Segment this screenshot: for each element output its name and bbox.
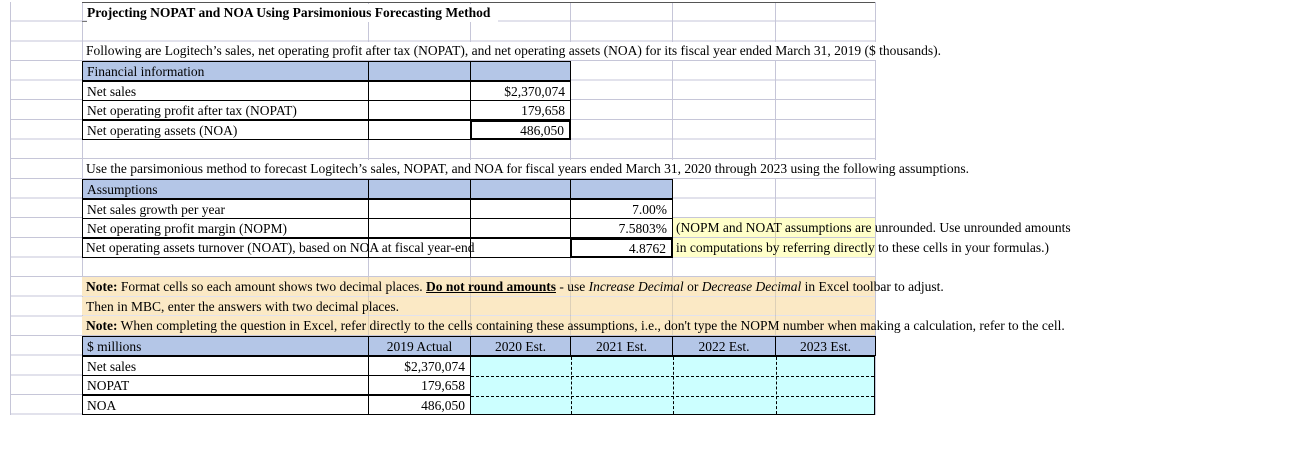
cell-divider [368,316,369,335]
sheet-title: Projecting NOPAT and NOA Using Parsimoni… [87,3,499,22]
est-cell-nopat-2020[interactable] [471,376,572,395]
side-note-line2: in computations by referring directly to… [676,239,1050,255]
instruction-text: Use the parsimonious method to forecast … [86,160,977,179]
dashed-divider [673,356,674,414]
note-row-highlight [82,316,875,335]
cell-divider [368,277,369,296]
note-mbc: Then in MBC, enter the answers with two … [86,298,400,314]
forecast-header-2020-est[interactable]: 2020 Est. [470,336,571,357]
cell-divider [672,316,673,335]
cell-noa-label[interactable]: Net operating assets (NOA) [82,119,369,140]
forecast-input-area [470,355,877,415]
cell-spacer[interactable] [470,218,571,239]
side-note-line1: (NOPM and NOAT assumptions are unrounded… [676,220,1071,236]
cell-sales-growth-value[interactable]: 7.00% [570,198,673,219]
side-note-highlight-2 [672,238,875,257]
cell-divider [570,296,571,316]
forecast-nopat-actual[interactable]: 179,658 [368,375,471,396]
est-cell-noa-2022[interactable] [673,396,774,415]
cell-divider [368,296,369,316]
dashed-divider [471,376,874,378]
cell-divider [470,277,471,296]
est-cell-noa-2020[interactable] [471,396,572,415]
cell-spacer[interactable] [368,198,471,219]
cell-noat-value[interactable]: 4.8762 [570,237,673,258]
forecast-noa-actual[interactable]: 486,050 [368,395,471,415]
cell-divider [470,296,471,316]
side-note-highlight-1 [672,218,875,237]
cell-divider [775,296,776,316]
forecast-header-2023-est[interactable]: 2023 Est. [775,336,876,357]
forecast-net-sales-actual[interactable]: $2,370,074 [368,355,471,376]
cell-divider [775,277,776,296]
note-refer-cells: Note: When completing the question in Ex… [86,318,1065,334]
forecast-header-2021-est[interactable]: 2021 Est. [570,336,673,357]
assumptions-header-spacer2[interactable] [470,178,571,199]
cell-spacer[interactable] [368,80,471,101]
cell-divider [570,316,571,335]
est-cell-nopat-2022[interactable] [673,376,774,395]
assumptions-header[interactable]: Assumptions [82,178,369,199]
cell-spacer[interactable] [470,237,571,258]
note-row-highlight [82,277,875,296]
cell-divider [570,277,571,296]
gridline-vertical [775,2,776,415]
forecast-header-2022-est[interactable]: 2022 Est. [672,336,776,357]
cell-divider [775,218,776,237]
gridline-vertical [10,2,11,415]
est-cell-noa-2023[interactable] [776,396,877,415]
cell-net-sales-value[interactable]: $2,370,074 [470,80,571,101]
cell-sales-growth-label[interactable]: Net sales growth per year [82,198,369,219]
note-format-decimals: Note: Format cells so each amount shows … [86,279,944,295]
forecast-noa-label[interactable]: NOA [82,395,369,415]
est-cell-nopat-2021[interactable] [571,376,672,395]
cell-noa-value[interactable]: 486,050 [470,119,571,140]
cell-nopat-label[interactable]: Net operating profit after tax (NOPAT) [82,100,369,121]
est-cell-noa-2021[interactable] [571,396,672,415]
cell-spacer[interactable] [368,119,471,140]
dashed-divider [571,356,572,414]
cell-nopm-value[interactable]: 7.5803% [570,218,673,239]
financial-info-header[interactable]: Financial information [82,61,369,81]
gridline-vertical [875,2,876,415]
cell-divider [672,296,673,316]
est-cell-net-sales-2021[interactable] [571,357,672,376]
assumptions-header-spacer1[interactable] [368,178,471,199]
intro-text: Following are Logitech’s sales, net oper… [86,42,950,61]
forecast-header-2019-actual[interactable]: 2019 Actual [368,336,471,357]
cell-net-sales-label[interactable]: Net sales [82,80,369,101]
dashed-divider [776,356,777,414]
cell-spacer[interactable] [368,218,471,239]
est-cell-net-sales-2023[interactable] [776,357,877,376]
est-cell-net-sales-2022[interactable] [673,357,774,376]
cell-divider [775,316,776,335]
forecast-header-millions[interactable]: $ millions [82,336,369,357]
forecast-net-sales-label[interactable]: Net sales [82,355,369,376]
financial-info-header-spacer2[interactable] [470,61,571,81]
est-cell-net-sales-2020[interactable] [471,357,572,376]
noat-label-overflow-text: Net operating assets turnover (NOAT), ba… [86,239,475,255]
cell-divider [775,238,776,257]
cell-divider [672,277,673,296]
note-row-highlight [82,296,875,316]
dashed-divider [471,395,874,397]
assumptions-header-spacer3[interactable] [570,178,673,199]
financial-info-header-spacer1[interactable] [368,61,471,81]
cell-spacer[interactable] [368,100,471,121]
sheet-top-border [82,2,875,3]
forecast-nopat-label[interactable]: NOPAT [82,375,369,396]
cell-spacer[interactable] [470,198,571,219]
cell-nopat-value[interactable]: 179,658 [470,100,571,121]
cell-nopm-label[interactable]: Net operating profit margin (NOPM) [82,218,369,239]
est-cell-nopat-2023[interactable] [776,376,877,395]
cell-divider [470,316,471,335]
